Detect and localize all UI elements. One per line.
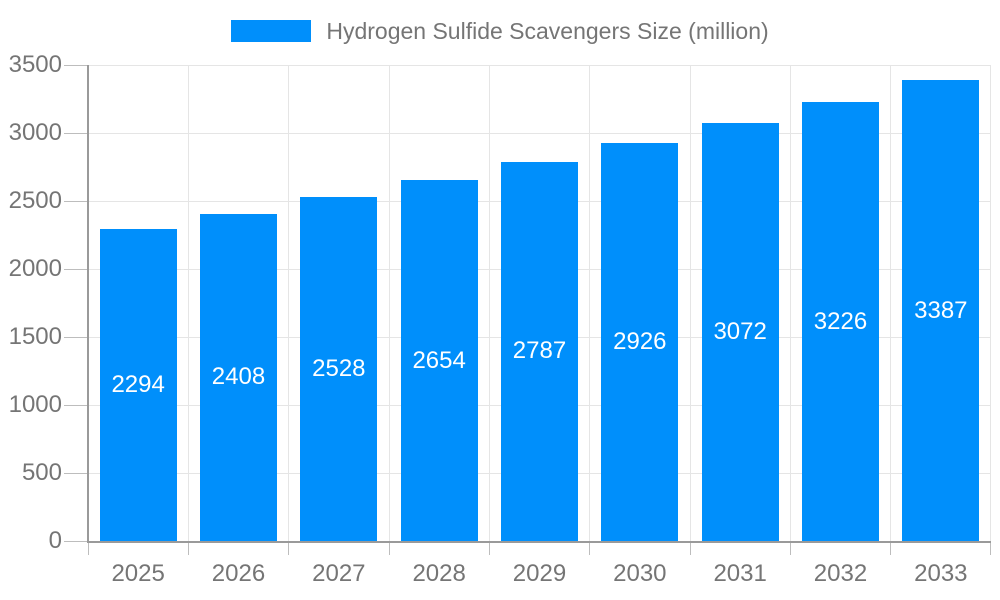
v-gridline xyxy=(288,65,290,541)
x-axis-tick xyxy=(789,541,791,555)
bar[interactable]: 2787 xyxy=(501,161,578,541)
v-gridline xyxy=(187,65,189,541)
y-axis-label: 3500 xyxy=(8,51,62,78)
x-axis-label: 2025 xyxy=(111,560,165,587)
x-axis-label: 2031 xyxy=(713,560,767,587)
x-axis-tick xyxy=(689,541,691,555)
y-axis-tick xyxy=(64,268,88,270)
y-axis-tick xyxy=(64,336,88,338)
x-axis-tick xyxy=(288,541,290,555)
bar[interactable]: 3072 xyxy=(701,123,779,541)
bar[interactable]: 2294 xyxy=(99,229,177,541)
bar-value-label: 3226 xyxy=(813,307,868,335)
x-axis-label: 2027 xyxy=(312,560,366,587)
x-axis-tick xyxy=(87,541,89,555)
y-axis-tick xyxy=(64,64,88,66)
bar[interactable]: 2926 xyxy=(601,143,679,541)
bar-value-label: 2654 xyxy=(412,346,466,374)
bar[interactable]: 3226 xyxy=(802,102,879,541)
y-axis-label: 1000 xyxy=(8,391,62,418)
x-axis-label: 2033 xyxy=(914,560,968,587)
legend-label: Hydrogen Sulfide Scavengers Size (millio… xyxy=(326,17,769,44)
bar[interactable]: 3387 xyxy=(902,80,980,541)
x-axis-tick xyxy=(890,541,892,555)
x-axis-label: 2029 xyxy=(512,560,567,587)
bar[interactable]: 2408 xyxy=(200,213,277,541)
v-gridline xyxy=(989,65,991,541)
bar-value-label: 2926 xyxy=(613,328,667,356)
y-axis-tick xyxy=(64,200,88,202)
legend-swatch xyxy=(231,20,312,42)
bar-value-label: 2408 xyxy=(211,363,266,391)
y-axis-tick xyxy=(64,472,88,474)
bar-value-label: 2294 xyxy=(111,371,165,399)
y-axis-label: 2000 xyxy=(8,255,62,282)
x-axis-label: 2030 xyxy=(613,560,667,587)
bar-value-label: 2528 xyxy=(312,355,366,383)
x-axis-tick xyxy=(388,541,390,555)
x-axis-label: 2028 xyxy=(412,560,466,587)
bar-value-label: 2787 xyxy=(512,337,567,365)
bar[interactable]: 2654 xyxy=(400,180,478,541)
y-axis-label: 500 xyxy=(21,459,62,486)
x-axis-label: 2032 xyxy=(813,560,868,587)
y-axis-tick xyxy=(64,540,88,542)
bar-value-label: 3072 xyxy=(713,318,767,346)
x-axis-tick xyxy=(187,541,189,555)
y-axis-label: 1500 xyxy=(8,323,62,350)
x-axis-tick xyxy=(989,541,991,555)
bar[interactable]: 2528 xyxy=(300,197,378,541)
v-gridline xyxy=(689,65,691,541)
h-gridline xyxy=(88,64,991,66)
x-axis-line xyxy=(87,541,991,543)
v-gridline xyxy=(890,65,892,541)
plot-area: 2294 2408 2528 2654 2787 2926 3072 3226 3387 xyxy=(88,64,991,541)
legend[interactable]: Hydrogen Sulfide Scavengers Size (millio… xyxy=(0,14,1000,48)
v-gridline xyxy=(388,65,390,541)
v-gridline xyxy=(589,65,591,541)
v-gridline xyxy=(789,65,791,541)
x-axis-tick xyxy=(488,541,490,555)
y-axis-label: 2500 xyxy=(8,187,62,214)
v-gridline xyxy=(488,65,490,541)
bar-value-label: 3387 xyxy=(914,296,968,324)
x-axis-label: 2026 xyxy=(211,560,266,587)
y-axis-line xyxy=(87,65,89,541)
x-axis-tick xyxy=(589,541,591,555)
y-axis-tick xyxy=(64,132,88,134)
y-axis-label: 3000 xyxy=(8,119,62,146)
h-gridline xyxy=(88,132,991,134)
y-axis-label: 0 xyxy=(48,527,62,554)
y-axis-tick xyxy=(64,404,88,406)
